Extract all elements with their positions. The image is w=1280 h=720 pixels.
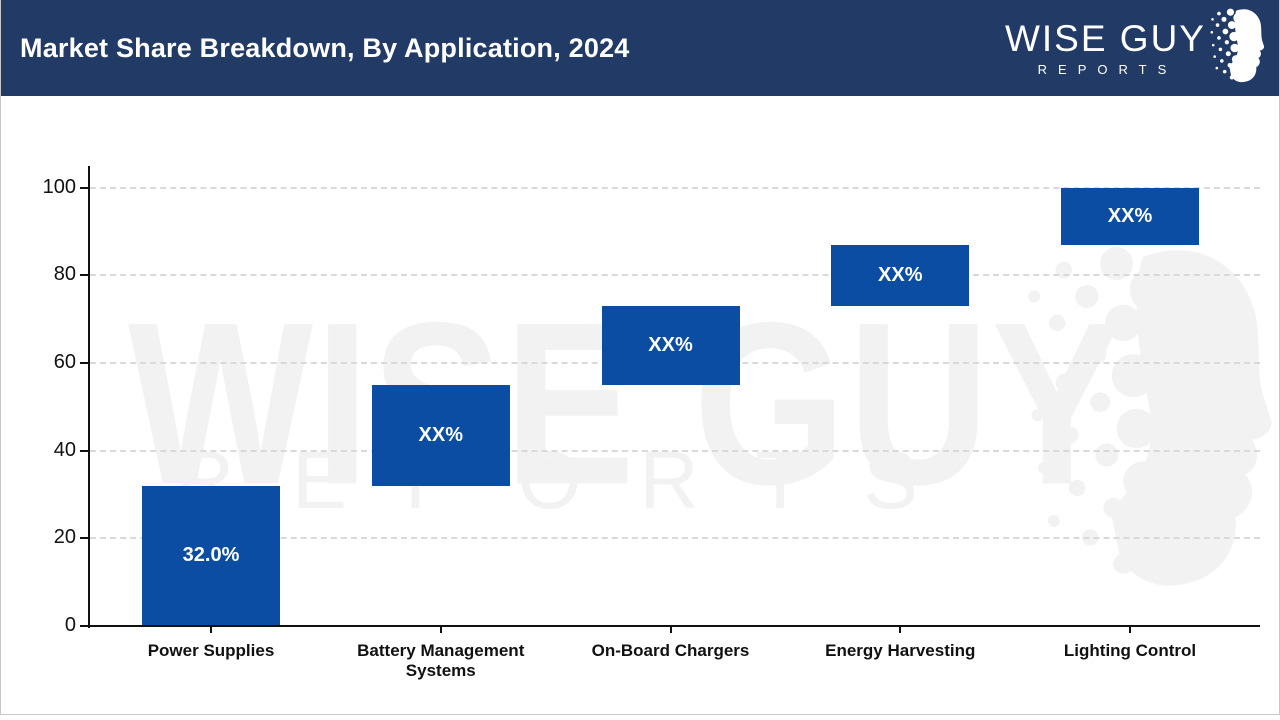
x-category-label: Power Supplies: [147, 641, 275, 660]
gridline-40: [90, 449, 1260, 452]
page-title: Market Share Breakdown, By Application, …: [20, 32, 630, 63]
x-tick-mark: [210, 627, 212, 633]
brand-logo: WISE GUY REPORTS: [1005, 5, 1266, 91]
gridline-100: [90, 186, 1260, 189]
plot-area: 0 20 40 60 80 100 32.0% Power Supplies XX% Batter…: [43, 166, 1260, 680]
y-tick-label-100: 100: [42, 175, 76, 198]
x-category-label: Energy Harvesting: [825, 641, 976, 660]
bar-on-board-chargers: XX%: [601, 305, 740, 385]
x-category-label: On-Board Chargers: [591, 641, 750, 660]
chart-canvas: WISE GUY REPORTS 0 20 40 60 80 100 32.0% Power …: [0, 96, 1280, 720]
x-category-label: Lighting Control: [1063, 641, 1197, 660]
bar-battery-management-systems: XX%: [371, 384, 510, 486]
x-tick-mark: [439, 627, 442, 633]
y-tick-mark-20: [80, 537, 88, 540]
y-tick-label-40: 40: [53, 438, 76, 461]
bar-value-label: XX%: [1107, 204, 1153, 227]
header-bar: Market Share Breakdown, By Application, …: [0, 0, 1280, 96]
logo-wordmark: WISE GUY: [1004, 18, 1206, 59]
y-axis-line: [88, 166, 90, 628]
y-tick-label-20: 20: [53, 526, 76, 549]
bar-value-label: 32.0%: [182, 544, 240, 567]
x-tick-mark: [899, 627, 902, 633]
logo-dotted-head-icon: [1210, 8, 1265, 83]
y-tick-label-80: 80: [53, 263, 76, 286]
y-tick-mark-0: [80, 625, 88, 627]
y-tick-mark-40: [80, 449, 88, 452]
bar-value-label: XX%: [878, 263, 923, 286]
bar-energy-harvesting: XX%: [831, 244, 970, 306]
bar-value-label: XX%: [648, 333, 693, 356]
x-tick-mark: [1129, 627, 1131, 633]
gridline-80: [90, 274, 1260, 277]
y-tick-label-0: 0: [64, 614, 76, 636]
x-category-label: Battery Management Systems: [357, 641, 525, 681]
y-tick-mark-100: [80, 186, 88, 189]
y-tick-mark-60: [80, 361, 88, 364]
x-tick-mark: [669, 627, 672, 633]
gridline-20: [90, 537, 1260, 540]
x-axis-line: [88, 625, 1260, 627]
bar-lighting-control: XX%: [1061, 187, 1199, 245]
bar-power-supplies: 32.0%: [142, 485, 280, 626]
y-tick-label-60: 60: [53, 350, 76, 373]
logo-subtitle: REPORTS: [1037, 62, 1178, 77]
y-tick-mark-80: [80, 274, 88, 277]
bar-value-label: XX%: [418, 423, 463, 446]
